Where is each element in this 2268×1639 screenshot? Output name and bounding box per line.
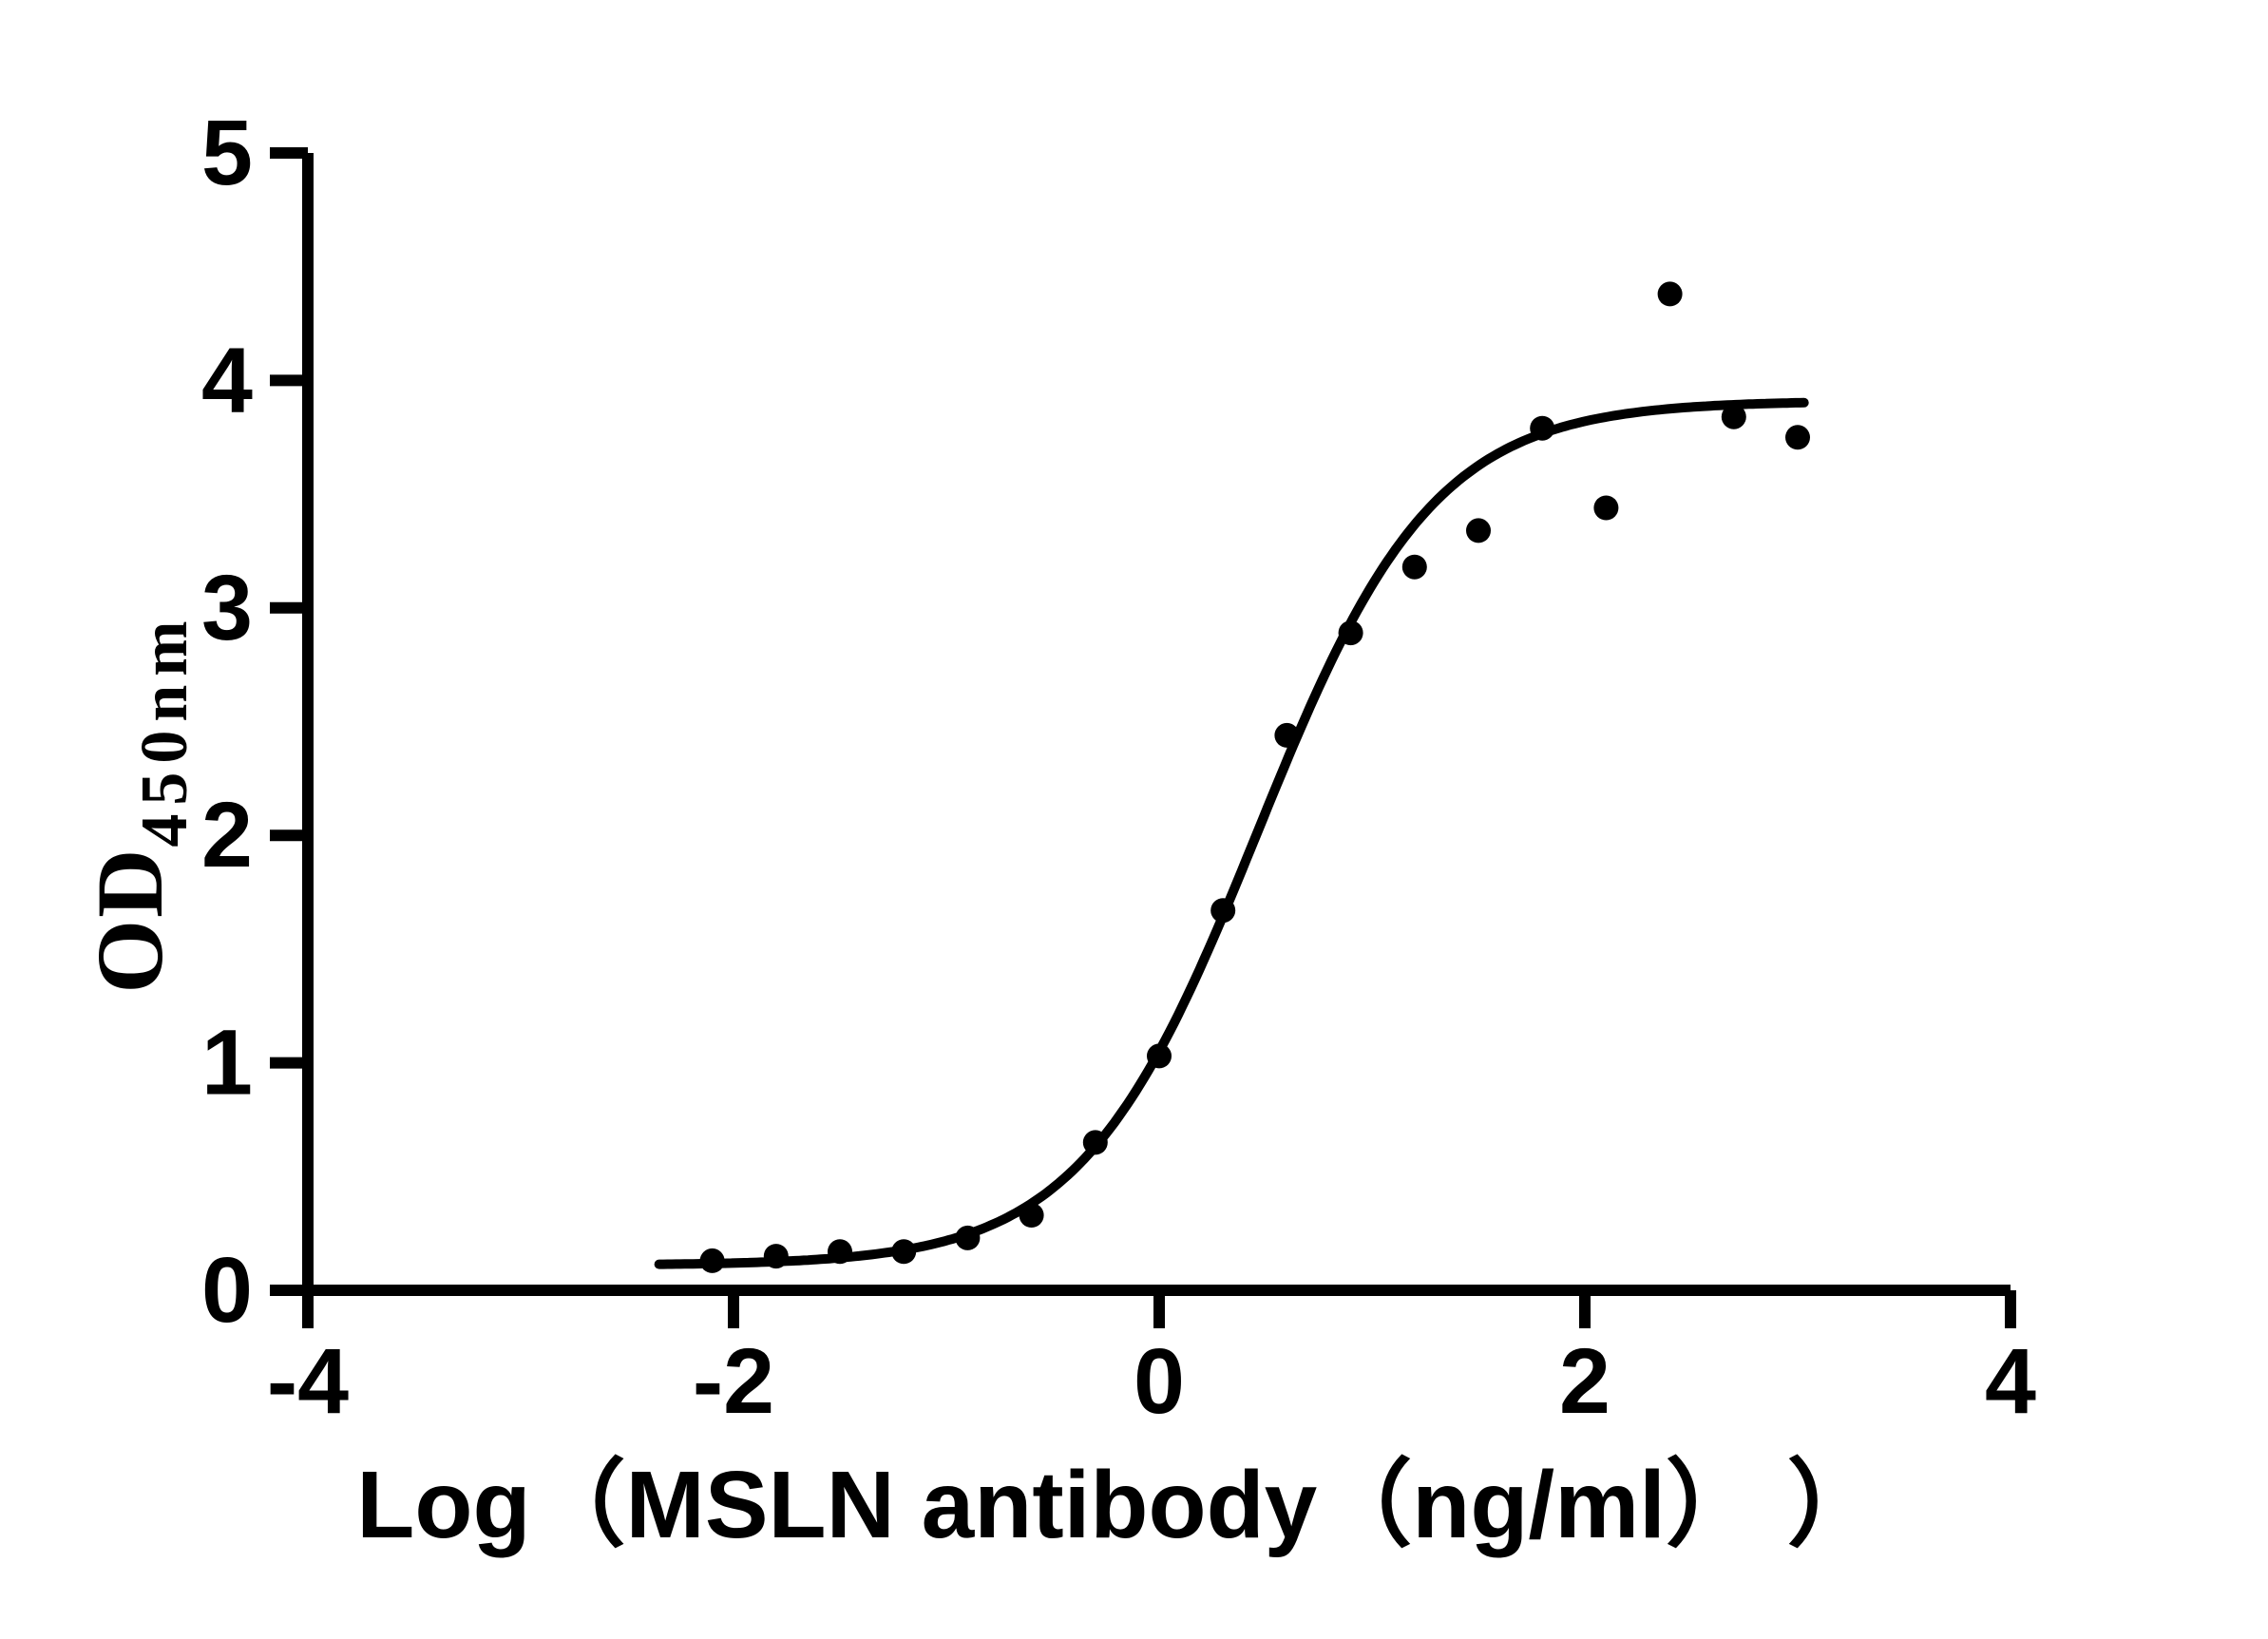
x-tick-label: -2 [693, 1329, 774, 1433]
data-point [699, 1248, 725, 1273]
y-axis-title-main: OD [77, 848, 182, 994]
axes [302, 153, 2011, 1296]
data-point [1019, 1203, 1044, 1228]
x-tick-label: 4 [1985, 1329, 2036, 1433]
data-point [891, 1239, 917, 1265]
y-tick-label: 2 [201, 783, 253, 886]
data-point [1082, 1130, 1108, 1155]
y-axis-title: OD450nm [77, 612, 201, 993]
y-tick-label: 4 [201, 328, 253, 431]
data-point [1210, 898, 1236, 924]
x-tick-label: -4 [267, 1329, 349, 1433]
y-tick-label: 0 [201, 1238, 253, 1342]
y-axis-title-subscript: 450nm [128, 612, 201, 847]
data-point [1593, 495, 1619, 521]
data-point [1466, 518, 1491, 543]
x-axis-title: Log（MSLN antibody（ng/ml） ） [356, 1452, 1881, 1558]
y-tick-label: 3 [201, 556, 253, 659]
x-tick-label: 2 [1559, 1329, 1610, 1433]
fit-curve [654, 397, 1809, 1269]
data-point [1338, 620, 1363, 646]
data-point [828, 1239, 852, 1265]
data-point [1401, 554, 1427, 580]
y-tick-label: 5 [201, 101, 253, 204]
fit-curve-line [654, 397, 1809, 1269]
y-axis-ticks: 0 1 2 3 4 5 [201, 101, 308, 1342]
y-tick-label: 1 [201, 1011, 253, 1115]
data-point [955, 1225, 981, 1250]
data-point [763, 1244, 789, 1269]
x-axis-ticks: -4 -2 0 2 4 [267, 1290, 2036, 1433]
data-point [1721, 404, 1746, 429]
data-point [1274, 722, 1300, 748]
data-point [1785, 425, 1810, 450]
data-points [699, 281, 1810, 1273]
data-point [1657, 281, 1683, 307]
x-tick-label: 0 [1134, 1329, 1185, 1433]
data-point [1530, 415, 1555, 441]
data-point [1147, 1043, 1172, 1069]
